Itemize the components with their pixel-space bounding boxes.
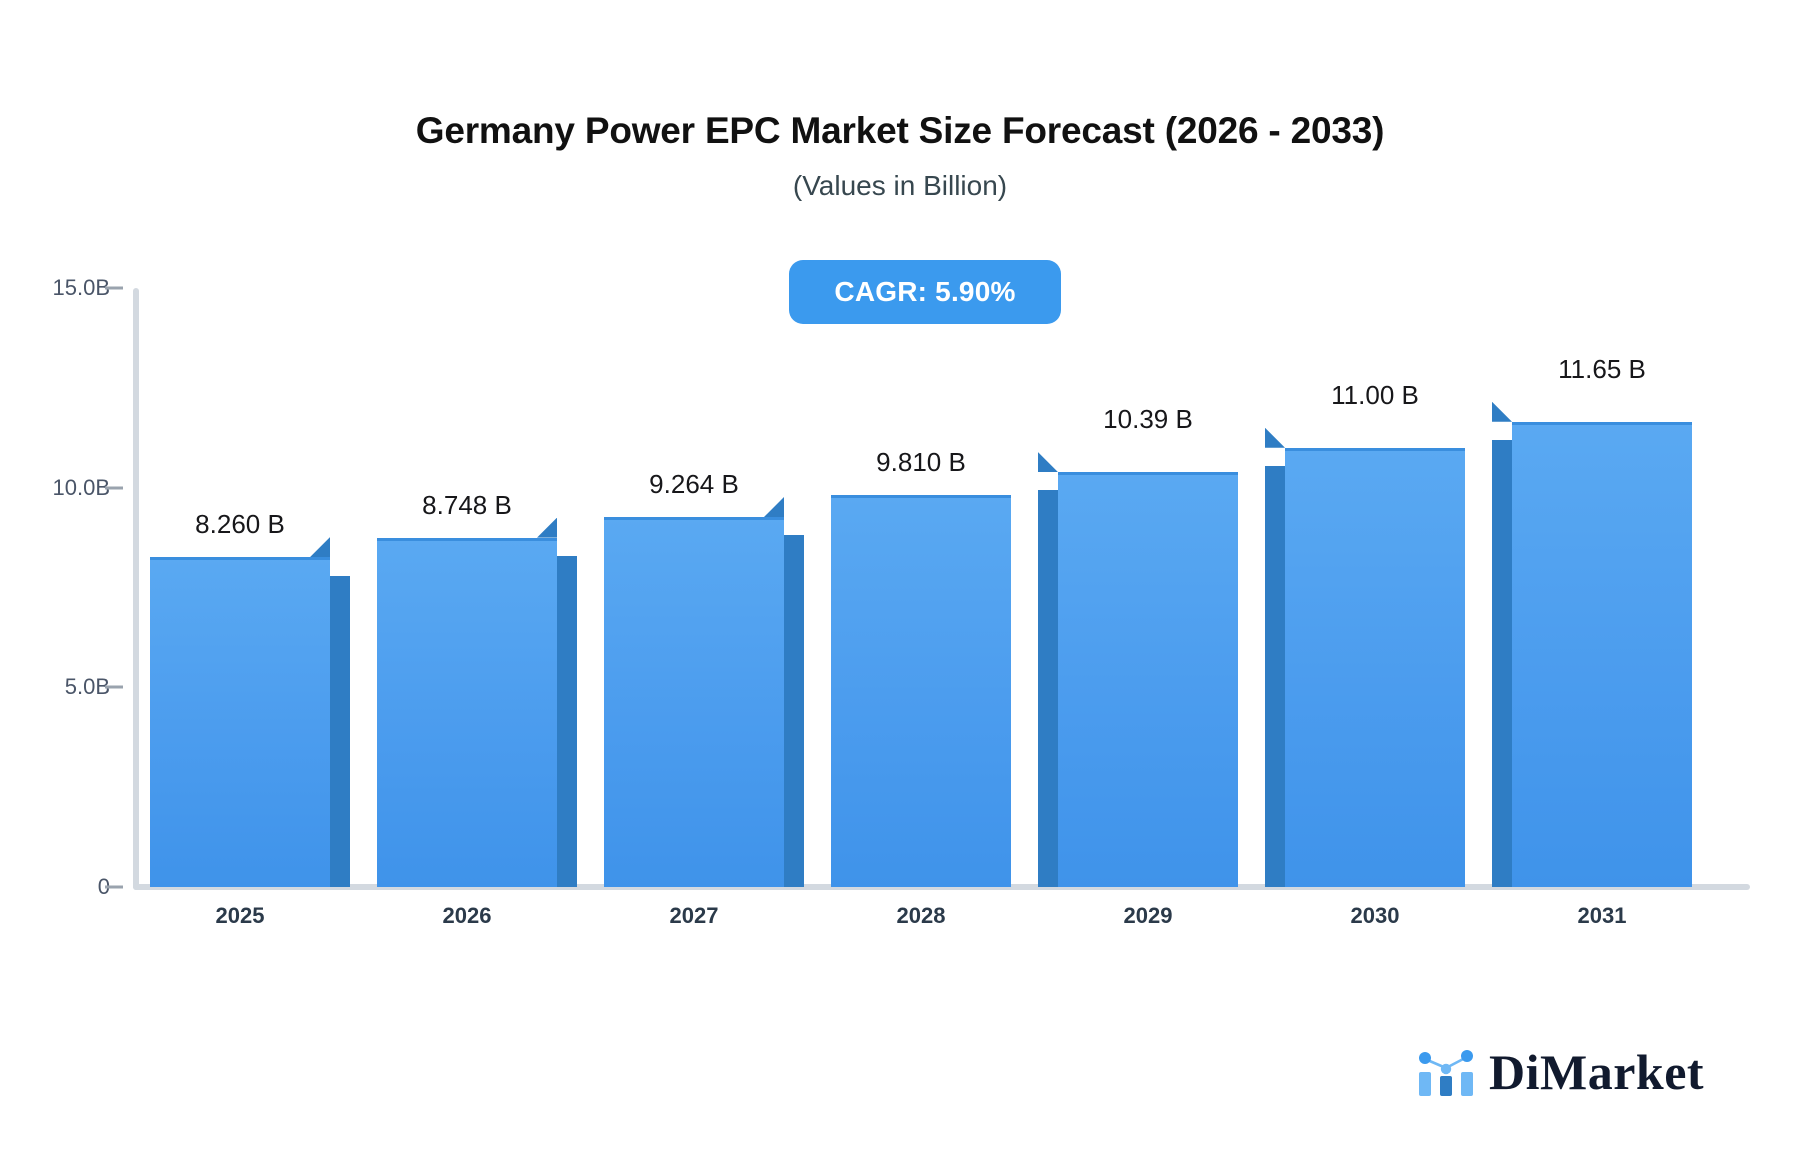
bar-top-face [764,497,784,518]
y-axis-tick-mark [105,486,123,490]
y-axis-line [133,288,139,890]
bar-value-label: 9.810 B [876,447,966,478]
bar-side-face [784,535,804,887]
bar-top-face [1038,452,1058,473]
bar-front-face [150,557,330,887]
bar [1492,401,1692,887]
bar-top-edge [150,557,330,561]
bar-front-face [377,537,557,887]
bar-front-face [831,495,1011,887]
bar-side-face [557,556,577,887]
y-axis-tick-label: 5.0B [64,674,110,700]
bar-top-face [310,537,330,558]
bar-side-face [1492,440,1512,887]
bar [1265,427,1465,887]
x-axis-tick-label: 2031 [1577,903,1627,928]
bar [377,517,577,887]
bar-top-edge [1058,472,1238,476]
bar-side-face [330,575,350,887]
bar [1038,452,1238,887]
chart-title: Germany Power EPC Market Size Forecast (… [415,110,1385,151]
x-axis-tick-label: 2027 [669,903,719,928]
bar-value-label: 11.00 B [1331,379,1419,410]
y-axis-tick-mark [105,286,123,290]
bar [604,497,804,887]
bar [831,495,1011,887]
bar-value-label: 8.260 B [195,509,285,540]
bar-value-label: 8.748 B [422,489,512,520]
bar [150,537,350,887]
y-axis-tick-label: 0 [97,874,110,899]
bar-front-face [1512,421,1692,887]
bar-top-face [1265,427,1285,448]
bar-top-edge [1512,421,1692,425]
logo-text: DiMarket [1489,1044,1705,1100]
x-axis-tick-label: 2029 [1123,903,1173,928]
bar-top-face [537,517,557,538]
x-axis-tick-label: 2030 [1350,903,1400,928]
x-axis-tick-label: 2025 [215,903,265,928]
bar-front-face [604,517,784,887]
bar-front-face [1285,447,1465,887]
y-axis-tick-mark [105,885,123,889]
dimarket-logo: DiMarket [1417,1046,1704,1098]
y-axis-tick-label: 15.0B [52,275,111,300]
x-axis-tick-label: 2028 [896,903,946,928]
bar-top-edge [377,537,557,541]
bar-top-edge [604,517,784,521]
bar-top-edge [1285,447,1465,451]
bar-top-edge [831,495,1011,499]
bar-value-label: 11.65 B [1558,353,1646,384]
bar-chart-icon [1417,1046,1475,1098]
y-axis-tick-mark [105,685,123,689]
bar-top-face [1492,401,1512,422]
cagr-badge: CAGR: 5.90% [789,260,1061,324]
chart-subtitle: (Values in Billion) [792,170,1008,201]
bar-front-face [1058,472,1238,887]
bar-side-face [1265,466,1285,887]
bar-value-label: 10.39 B [1103,404,1193,435]
cagr-badge-label: CAGR: 5.90% [834,276,1016,307]
bar-side-face [1038,490,1058,887]
x-axis-tick-label: 2026 [442,903,492,928]
y-axis-tick-label: 10.0B [52,474,111,500]
bar-value-label: 9.264 B [649,469,739,500]
x-axis-line [133,884,1750,890]
